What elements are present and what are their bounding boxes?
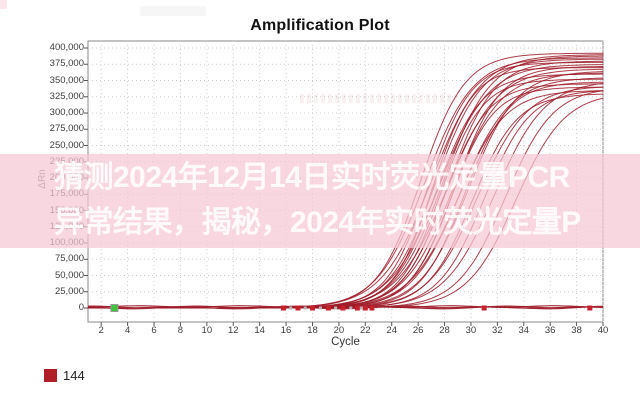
x-tick-label: 6	[151, 325, 157, 336]
x-tick-label: 28	[439, 325, 450, 336]
x-axis-label: Cycle	[331, 336, 360, 348]
y-tick-label: 50,000	[54, 269, 84, 281]
y-tick-label: 0	[78, 302, 84, 313]
x-tick-label: 24	[386, 325, 397, 336]
legend-label: 144	[63, 368, 85, 383]
faint-watermark-bar	[140, 6, 206, 16]
x-tick-label: 12	[227, 325, 239, 336]
y-tick-label: 75,000	[54, 253, 84, 265]
y-tick-label: 275,000	[49, 123, 84, 135]
y-tick-label: 300,000	[49, 107, 84, 118]
x-tick-label: 26	[412, 325, 424, 336]
x-tick-label: 30	[465, 325, 477, 336]
overlay-text-line1: 猜测2024年12月14日实时荧光定量PCR	[54, 161, 570, 194]
y-tick-label: 325,000	[49, 90, 84, 102]
legend-color-swatch	[44, 369, 57, 382]
x-tick-label: 2	[98, 325, 104, 336]
overlay-banner: 猜测2024年12月14日实时荧光定量PCR 异常结果，揭秘，2024年实时荧光…	[0, 154, 640, 248]
chart-title: Amplification Plot	[250, 17, 390, 34]
x-tick-label: 22	[360, 325, 371, 336]
x-tick-label: 34	[518, 325, 530, 336]
x-tick-label: 8	[177, 325, 184, 336]
x-tick-label: 40	[597, 325, 609, 336]
x-tick-label: 38	[571, 325, 582, 336]
legend-item[interactable]: 144	[44, 368, 85, 383]
y-tick-label: 400,000	[49, 42, 84, 53]
x-tick-label: 16	[280, 325, 292, 336]
x-tick-label: 20	[333, 325, 345, 336]
y-tick-label: 350,000	[49, 74, 84, 86]
y-tick-label: 250,000	[49, 139, 84, 151]
faint-watermark-row	[300, 94, 512, 103]
x-tick-label: 14	[254, 325, 265, 336]
y-tick-label: 25,000	[54, 285, 84, 297]
corner-smudge	[0, 0, 7, 9]
x-tick-label: 4	[124, 325, 131, 336]
y-tick-label: 375,000	[49, 58, 84, 70]
x-tick-label: 32	[492, 325, 503, 336]
overlay-text-line2: 异常结果，揭秘，2024年实时荧光定量P	[54, 206, 581, 239]
x-tick-label: 36	[544, 325, 556, 336]
x-tick-label: 10	[201, 325, 213, 336]
x-tick-label: 18	[307, 325, 318, 336]
